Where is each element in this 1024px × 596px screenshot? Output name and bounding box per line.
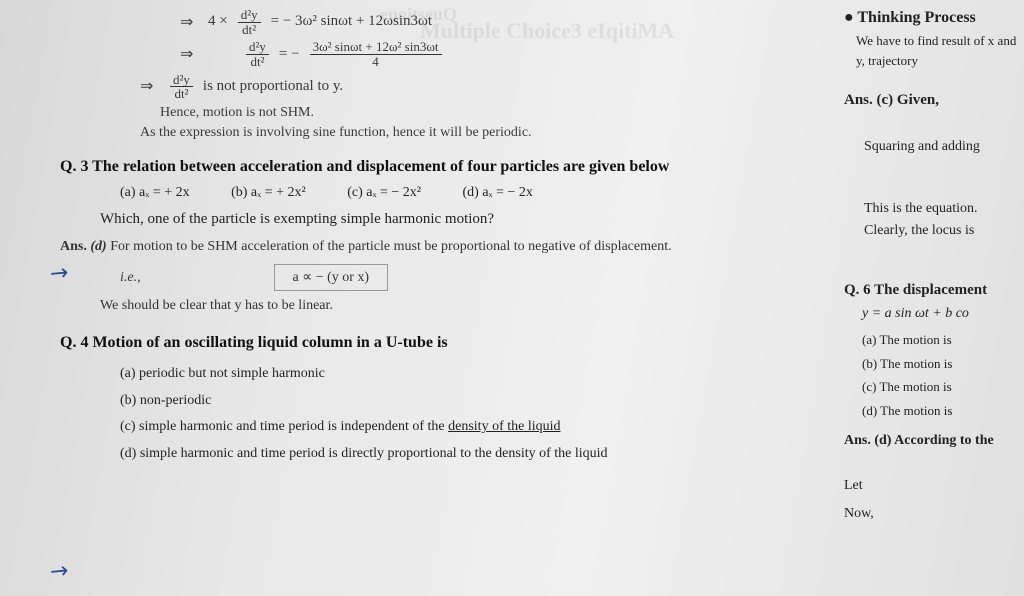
q6-option-b: (b) The motion is <box>862 352 1024 375</box>
q4-heading: Q. 4 Motion of an oscillating liquid col… <box>60 331 840 355</box>
q4-option-a: (a) periodic but not simple harmonic <box>120 361 840 388</box>
derivation-block: ⇒ 4 × d²y dt² = − 3ω² sinωt + 12ωsin3ωt … <box>180 8 840 101</box>
q3-subquestion: Which, one of the particle is exempting … <box>100 211 840 228</box>
ans-explanation: For motion to be SHM acceleration of the… <box>110 239 671 254</box>
math-row-2: ⇒ d²y dt² = − 3ω² sinωt + 12ω² sin3ωt 4 <box>180 40 840 68</box>
implies-arrow: ⇒ <box>180 9 200 36</box>
thinking-process-heading: ● Thinking Process <box>844 6 1024 31</box>
q3-option-a: (a) aₓ = + 2x <box>120 185 190 201</box>
let-label: Let <box>844 472 1024 500</box>
ie-label: i.e., <box>120 267 270 289</box>
q4-option-c: (c) simple harmonic and time period is i… <box>120 414 840 441</box>
q6-equation: y = a sin ωt + b co <box>862 303 1024 325</box>
q4-option-d: (d) simple harmonic and time period is d… <box>120 441 840 468</box>
fraction-d2y-dt2: d²y dt² <box>170 73 193 101</box>
let-now-block: Let Now, <box>844 472 1024 528</box>
periodic-note: As the expression is involving sine func… <box>140 125 840 141</box>
underlined-phrase: density of the liquid <box>448 419 560 434</box>
fraction-d2y-dt2: d²y dt² <box>246 40 269 68</box>
q6-option-a: (a) The motion is <box>862 328 1024 351</box>
ans-c: Ans. (c) Given, <box>844 89 1024 112</box>
answer-3: Ans. (d) For motion to be SHM accelerati… <box>60 236 840 317</box>
hence-note: Hence, motion is not SHM. <box>160 105 840 121</box>
rhs-1: = − 3ω² sinωt + 12ωsin3ωt <box>271 9 432 35</box>
equals-neg: = − <box>279 42 300 68</box>
locus-note: Clearly, the locus is <box>864 220 1024 242</box>
q3-option-d: (d) aₓ = − 2x <box>463 185 533 201</box>
math-row-3: ⇒ d²y dt² is not proportional to y. <box>140 73 840 101</box>
implies-arrow: ⇒ <box>140 73 160 100</box>
now-label: Now, <box>844 500 1024 528</box>
ans-label: Ans. <box>60 239 87 254</box>
ans-d: Ans. (d) According to the <box>844 430 1024 452</box>
pencil-arrow-icon: ↗ <box>44 555 75 587</box>
lhs-prefix: 4 × <box>208 9 228 35</box>
proportionality-box: a ∝ − (y or x) <box>274 264 389 292</box>
linear-note: We should be clear that y has to be line… <box>100 295 840 317</box>
q6-heading: Q. 6 The displacement <box>844 279 1024 302</box>
q6-options: (a) The motion is (b) The motion is (c) … <box>862 328 1024 422</box>
left-column: ⇒ 4 × d²y dt² = − 3ω² sinωt + 12ωsin3ωt … <box>60 8 840 467</box>
q3-heading: Q. 3 The relation between acceleration a… <box>60 155 840 179</box>
squaring-text: Squaring and adding <box>864 136 1024 158</box>
implies-arrow: ⇒ <box>180 41 200 68</box>
thinking-text: We have to find result of x and y, traje… <box>856 31 1024 71</box>
math-row-1: ⇒ 4 × d²y dt² = − 3ω² sinωt + 12ωsin3ωt <box>180 8 840 36</box>
q4-options: (a) periodic but not simple harmonic (b)… <box>120 361 840 467</box>
q3-option-b: (b) aₓ = + 2x² <box>231 185 306 201</box>
q6-option-d: (d) The motion is <box>862 399 1024 422</box>
fraction-d2y-dt2: d²y dt² <box>238 8 261 36</box>
question-4: Q. 4 Motion of an oscillating liquid col… <box>60 331 840 467</box>
equation-note: This is the equation. <box>864 198 1024 220</box>
textbook-page: Multiple Choice3 eIqitiMA enoitseuQ ⇒ 4 … <box>0 0 1024 596</box>
question-3: Q. 3 The relation between acceleration a… <box>60 155 840 228</box>
right-column: ● Thinking Process We have to find resul… <box>844 0 1024 528</box>
q3-options: (a) aₓ = + 2x (b) aₓ = + 2x² (c) aₓ = − … <box>120 185 840 201</box>
big-fraction: 3ω² sinωt + 12ω² sin3ωt 4 <box>310 40 442 68</box>
q3-option-c: (c) aₓ = − 2x² <box>347 185 421 201</box>
not-proportional-text: is not proportional to y. <box>203 74 343 100</box>
q6-option-c: (c) The motion is <box>862 375 1024 398</box>
q4-option-b: (b) non-periodic <box>120 388 840 415</box>
ans-letter: (d) <box>90 239 106 254</box>
question-6: Q. 6 The displacement y = a sin ωt + b c… <box>844 279 1024 527</box>
